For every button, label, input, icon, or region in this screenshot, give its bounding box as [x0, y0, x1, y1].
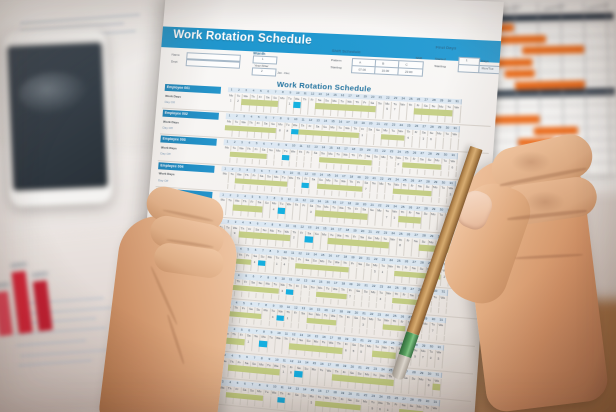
- shift-schedule-cell[interactable]: 07:00: [350, 65, 377, 75]
- employee-subrow-label-day-off: Day Off: [158, 177, 169, 183]
- shift-schedule-cell-value: 15:00: [381, 68, 390, 74]
- shift-schedule-cell-value: A: [358, 60, 362, 65]
- field-input-dept[interactable]: [185, 59, 241, 69]
- month-value: 1: [261, 56, 264, 61]
- right-hand-knuckle-2: [525, 191, 565, 213]
- employee-row-label-text: Employee 002: [164, 110, 189, 117]
- background-gantt-tick: [543, 5, 566, 11]
- first-days-label-starting: Starting: [434, 63, 446, 69]
- month-note: Jan - Dec: [277, 70, 290, 76]
- first-days-input-starting[interactable]: [457, 63, 480, 73]
- field-label-name: Name: [171, 52, 180, 57]
- background-gantt-bar: [522, 45, 585, 55]
- shift-schedule-grid: A B C 07:00 15:00 23:00: [166, 0, 504, 77]
- background-bar: [32, 280, 53, 332]
- shift-schedule-cell-value: B: [382, 61, 385, 66]
- field-label-dept: Dept: [170, 59, 178, 64]
- right-hand: [435, 95, 616, 412]
- employee-row-label[interactable]: Employee 001: [164, 83, 222, 94]
- first-days-right-value: Mon/Tue: [481, 66, 494, 71]
- first-days-right-label-days: Days: [480, 58, 489, 64]
- background-bar: [0, 290, 13, 337]
- schedule-table: Employee 001 Work Days Day Off 1 2 3 4 5 6 7 8 9 10 1…: [138, 0, 504, 412]
- background-bar-chart: [0, 250, 59, 337]
- employee-row-label-text: Employee 003: [162, 136, 186, 143]
- notes-cell[interactable]: [433, 362, 444, 369]
- employee-subrow-label-day-off: Day Off: [164, 99, 175, 105]
- employee-row-label-text: Employee 001: [166, 85, 191, 91]
- smartphone: [2, 27, 113, 208]
- background-bar-label: [0, 282, 10, 288]
- background-gantt-bar: [514, 79, 585, 90]
- notes-cell[interactable]: [435, 334, 446, 342]
- first-days-title: First Days: [435, 44, 457, 51]
- smartphone-screen: [6, 41, 109, 192]
- employee-subrow-label-work-days: Work Days: [165, 93, 182, 99]
- background-bar-label: [31, 272, 49, 278]
- notes-cell[interactable]: [437, 307, 448, 314]
- shift-schedule-cell[interactable]: 23:00: [397, 67, 424, 77]
- employee-subrow-label-work-days: Work Days: [158, 171, 175, 177]
- employee-subrow-label-work-days: Work Days: [162, 119, 180, 125]
- employee-subrow-label-day-off: Day Off: [160, 151, 171, 157]
- background-bar-label: [10, 262, 27, 268]
- employee-subrow-label-day-off: Day Off: [162, 125, 173, 131]
- left-hand: [88, 183, 248, 412]
- shift-schedule-cell[interactable]: 15:00: [374, 66, 400, 76]
- month-sub-input[interactable]: [251, 67, 277, 77]
- employee-row-label-text: Employee 004: [160, 162, 184, 169]
- month-sub-value: 2: [260, 68, 263, 73]
- shift-corner-label: Shift: [415, 55, 423, 61]
- first-days-value-started: 1: [465, 58, 468, 63]
- shift-schedule-cell-value: 23:00: [404, 69, 413, 75]
- background-bar: [11, 270, 33, 334]
- employee-subrow-label-work-days: Work Days: [160, 145, 177, 151]
- shift-row-label-pattern: Pattern: [330, 58, 342, 63]
- notes-cell[interactable]: [431, 390, 442, 397]
- first-days-label-started: Started: [434, 56, 446, 62]
- right-hand-knuckle-1: [511, 151, 551, 173]
- shift-row-label-starting: Starting: [330, 65, 342, 70]
- shift-schedule-cell-value: C: [405, 62, 408, 67]
- shift-schedule-cell-value: 07:00: [358, 67, 367, 72]
